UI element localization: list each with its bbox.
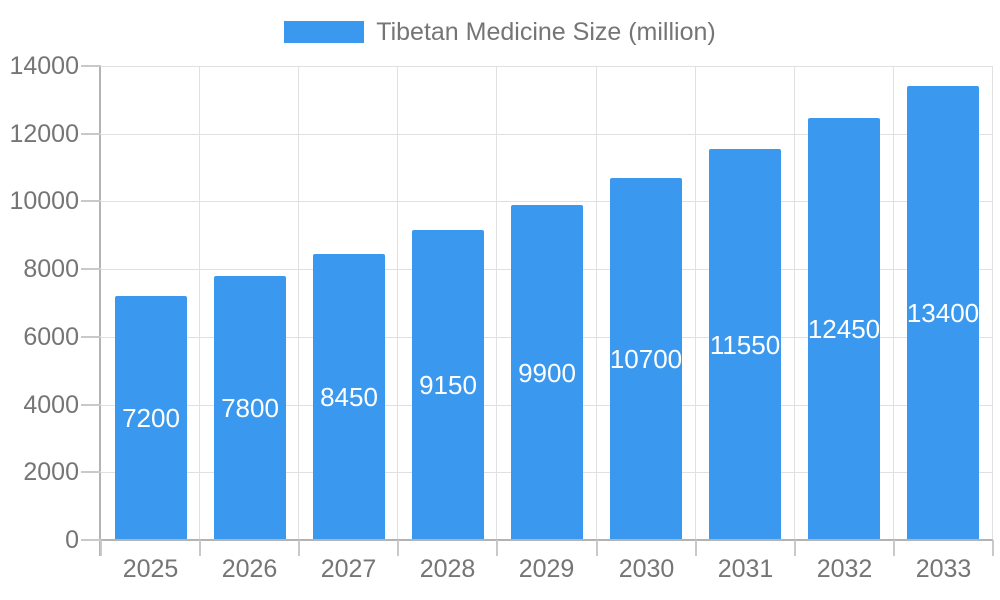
x-axis-label: 2027 [320,555,377,583]
bar[interactable]: 7200 [115,296,187,540]
gridline-vertical [199,66,200,540]
x-axis-tick [794,540,796,556]
x-axis-label: 2033 [915,555,972,583]
x-axis-tick [496,540,498,556]
bar-value-label: 12450 [807,314,881,344]
y-axis-tick [81,65,101,67]
x-axis-tick [695,540,697,556]
x-axis-tick [397,540,399,556]
gridline-vertical [695,66,696,540]
bar[interactable]: 7800 [214,276,286,540]
bar-value-label: 9150 [419,370,477,400]
y-axis-label: 10000 [9,187,79,215]
x-axis-label: 2032 [816,555,873,583]
legend-swatch[interactable] [284,21,365,43]
gridline-vertical [992,66,993,540]
gridline-vertical [794,66,795,540]
legend-label[interactable]: Tibetan Medicine Size (million) [376,17,716,46]
bar-value-label: 8450 [320,382,378,412]
y-axis-tick [81,200,101,202]
bar[interactable]: 10700 [610,178,682,540]
y-axis-line [99,66,101,556]
gridline-vertical [496,66,497,540]
plot-area: 7200 7800 8450 9150 9900 10700 11550 12450 13400 [101,66,993,540]
y-axis-label: 0 [65,526,79,554]
bar-value-label: 9900 [518,357,576,388]
x-axis-tick [893,540,895,556]
y-axis-tick [81,471,101,473]
gridline-vertical [596,66,597,540]
gridline-vertical [298,66,299,540]
y-axis-tick [81,404,101,406]
y-axis-label: 14000 [9,52,79,80]
y-axis-label: 8000 [23,255,79,283]
legend[interactable]: Tibetan Medicine Size (million) [0,17,1000,46]
bar-value-label: 7800 [221,393,279,423]
gridline-vertical [893,66,894,540]
x-axis-tick [992,540,994,556]
y-axis-tick [81,539,101,541]
x-axis-label: 2025 [122,555,179,583]
bar-value-label: 7200 [122,403,180,433]
bar[interactable]: 13400 [907,86,979,540]
x-axis-label: 2029 [518,555,575,583]
gridline-horizontal [101,66,993,67]
bar[interactable]: 9150 [412,230,484,540]
x-axis-tick [298,540,300,556]
x-axis-label: 2028 [419,555,476,583]
bar[interactable]: 8450 [313,254,385,540]
y-axis-tick [81,268,101,270]
gridline-horizontal [101,134,993,135]
x-axis-tick [596,540,598,556]
x-axis-label: 2026 [221,555,278,583]
bar-value-label: 10700 [609,344,683,374]
y-axis-label: 4000 [23,391,79,419]
x-axis-label: 2030 [618,555,675,583]
y-axis-tick [81,133,101,135]
x-axis-tick [199,540,201,556]
x-axis-label: 2031 [717,555,774,583]
bar[interactable]: 9900 [511,205,583,540]
y-axis-label: 12000 [9,120,79,148]
y-axis-label: 6000 [23,323,79,351]
bar-value-label: 11550 [709,329,781,360]
bar[interactable]: 11550 [709,149,781,540]
y-axis-tick [81,336,101,338]
gridline-vertical [397,66,398,540]
y-axis-label: 2000 [23,458,79,486]
x-axis-tick [100,540,102,556]
bar-value-label: 13400 [906,298,980,328]
x-axis-line [101,539,993,541]
bar[interactable]: 12450 [808,118,880,540]
gridline-horizontal [101,201,993,202]
